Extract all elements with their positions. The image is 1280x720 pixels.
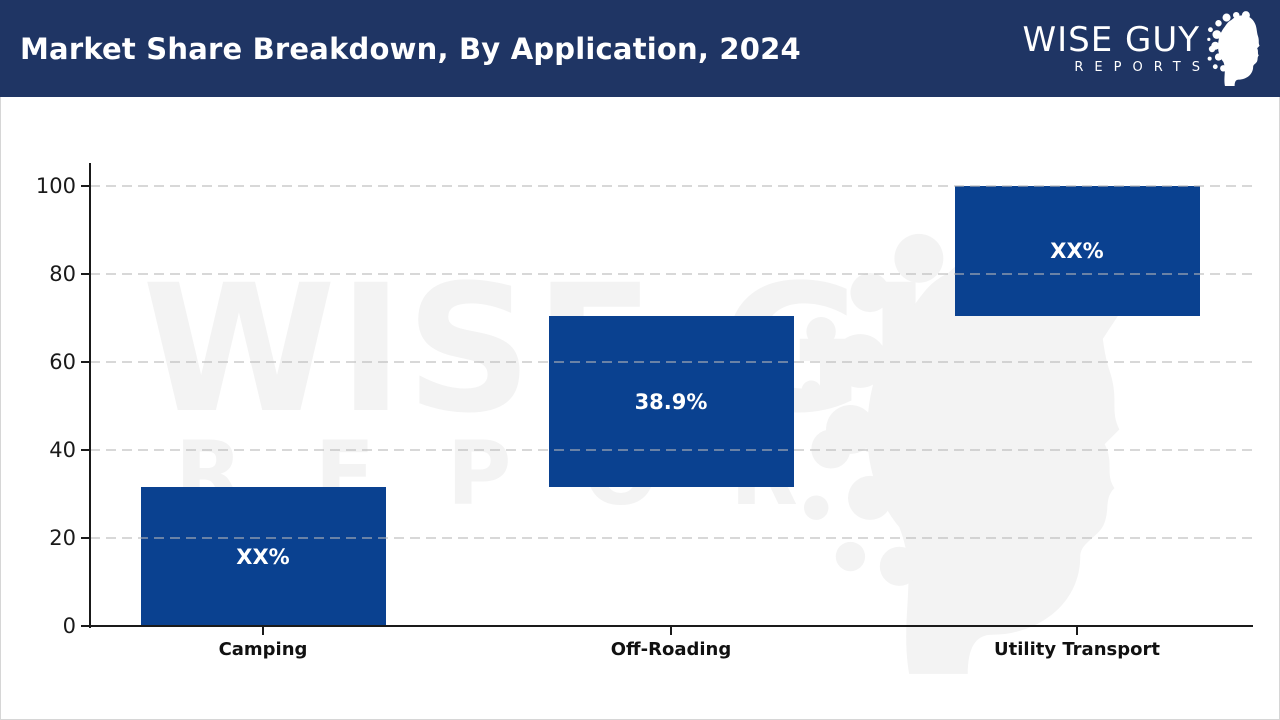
x-category-label-camping: Camping (218, 639, 308, 660)
y-axis-line (89, 163, 91, 628)
gridline-y100 (90, 185, 1253, 187)
page-title: Market Share Breakdown, By Application, … (20, 31, 801, 66)
x-category-label-off-roading: Off-Roading (610, 639, 732, 660)
gridline-y80 (90, 273, 1253, 275)
bar-off-roading: 38.9% (548, 316, 794, 488)
y-tick-label-20: 20 (49, 526, 76, 550)
logo-text: WISE GUY REPORTS (1022, 23, 1200, 74)
wiseguy-logo: WISE GUY REPORTS (1022, 10, 1262, 87)
y-tick-60 (81, 361, 90, 363)
logo-wordmark: WISE GUY (1022, 20, 1200, 60)
x-tick-camping (262, 627, 264, 635)
y-tick-label-80: 80 (49, 262, 76, 286)
bar-utility-transport: XX% (954, 186, 1200, 317)
bar-value-label-off-roading: 38.9% (634, 389, 708, 414)
bar-value-label-camping: XX% (236, 544, 290, 569)
y-tick-80 (81, 273, 90, 275)
header: Market Share Breakdown, By Application, … (0, 0, 1280, 97)
y-tick-0 (81, 625, 90, 627)
logo-subtitle: REPORTS (1074, 60, 1211, 75)
x-axis-line (89, 625, 1253, 627)
y-tick-label-60: 60 (49, 350, 76, 374)
y-tick-label-40: 40 (49, 438, 76, 462)
x-tick-utility-transport (1076, 627, 1078, 635)
gridline-y40 (90, 449, 1253, 451)
x-tick-off-roading (670, 627, 672, 635)
y-tick-label-100: 100 (35, 174, 76, 198)
gridline-y60 (90, 361, 1253, 363)
y-tick-label-0: 0 (62, 614, 76, 638)
wiseguy-head-icon (1207, 10, 1260, 86)
gridline-y20 (90, 537, 1253, 539)
x-category-label-utility-transport: Utility Transport (994, 639, 1160, 660)
y-tick-100 (81, 185, 90, 187)
y-tick-20 (81, 537, 90, 539)
bar-camping: XX% (140, 487, 386, 626)
bar-value-label-utility-transport: XX% (1050, 239, 1104, 264)
y-tick-40 (81, 449, 90, 451)
